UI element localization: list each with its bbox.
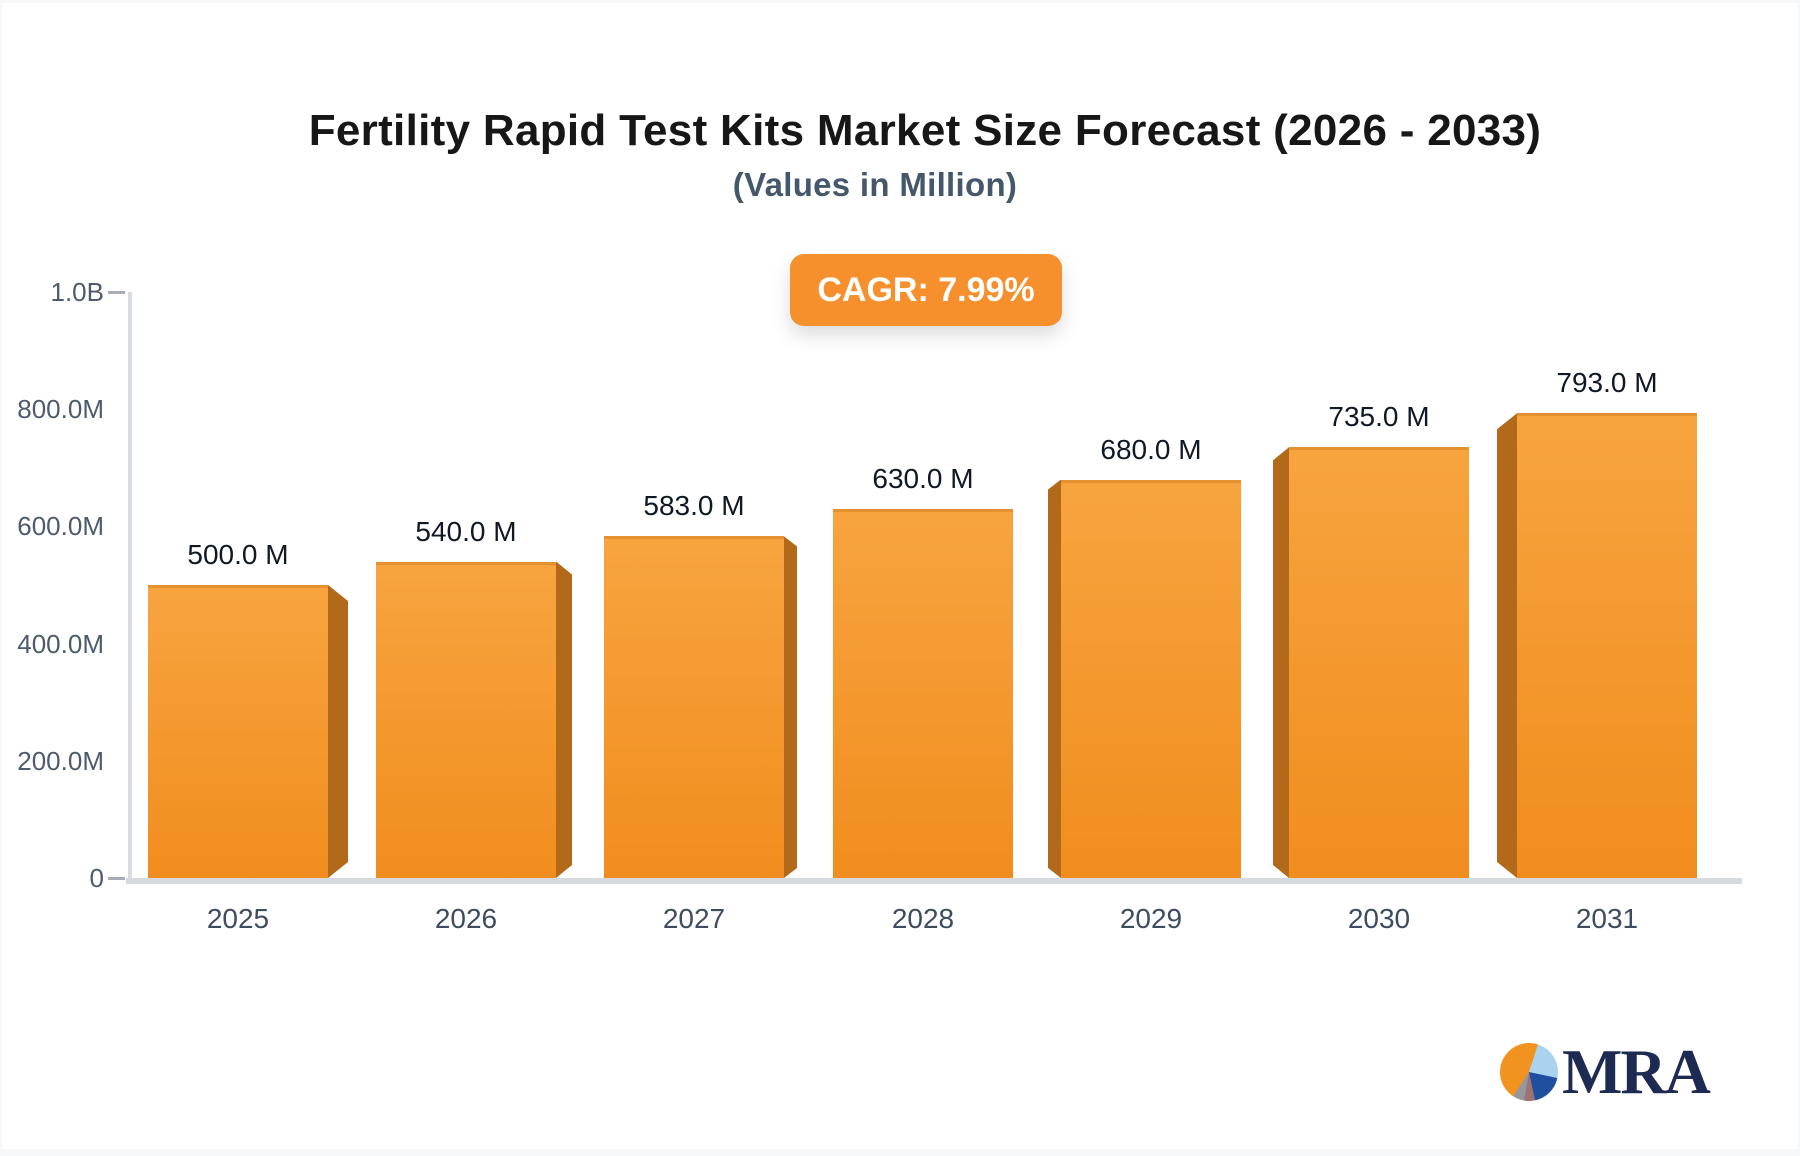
bar-value-label: 540.0 M — [415, 515, 517, 547]
bar-front-face[interactable] — [148, 585, 328, 878]
y-tick-label: 400.0M — [17, 628, 104, 659]
bar-value-label: 630.0 M — [872, 462, 974, 494]
bar-side-face — [1497, 413, 1517, 878]
x-axis-line — [126, 878, 1742, 884]
y-tick-label: 600.0M — [17, 511, 104, 542]
bar-front-face[interactable] — [1061, 479, 1241, 878]
bar-side-face — [1273, 447, 1289, 878]
y-axis-line — [128, 292, 132, 884]
y-tick-label: 800.0M — [17, 394, 104, 425]
x-tick-label: 2031 — [1575, 903, 1639, 934]
x-tick-label: 2025 — [206, 903, 270, 934]
bar-side-face — [1048, 480, 1061, 878]
bar-value-label: 500.0 M — [187, 539, 289, 570]
y-tick-mark — [108, 877, 125, 880]
x-tick-label: 2026 — [434, 903, 498, 934]
bar-value-label: 583.0 M — [643, 490, 745, 522]
bar-side-face — [328, 585, 348, 878]
chart-title: Fertility Rapid Test Kits Market Size Fo… — [308, 106, 1542, 155]
x-tick-label: 2030 — [1347, 903, 1411, 934]
x-tick-label: 2028 — [891, 903, 955, 934]
y-tick-mark — [108, 291, 125, 294]
bar-value-label: 735.0 M — [1328, 401, 1430, 433]
bar-front-face[interactable] — [1517, 413, 1697, 878]
bar-front-face[interactable] — [604, 536, 784, 878]
x-tick-label: 2029 — [1119, 903, 1183, 934]
bar-front-face[interactable] — [1289, 447, 1469, 878]
chart-subtitle: (Values in Million) — [732, 166, 1018, 203]
brand-logo: MRA — [1500, 1036, 1760, 1108]
logo-text: MRA — [1562, 1036, 1711, 1107]
y-tick-label: 1.0B — [50, 277, 105, 307]
y-tick-label: 200.0M — [17, 745, 104, 776]
cagr-badge: CAGR: 7.99% — [790, 254, 1062, 326]
bar-side-face — [784, 536, 797, 878]
bar-value-label: 793.0 M — [1556, 367, 1658, 399]
bar-front-face[interactable] — [376, 561, 556, 878]
bar-side-face — [556, 562, 572, 878]
pie-chart-icon — [1500, 1043, 1558, 1101]
y-tick-label: 0 — [89, 863, 104, 893]
x-tick-label: 2027 — [662, 903, 726, 934]
bar-front-face[interactable] — [833, 508, 1013, 878]
bar-value-label: 680.0 M — [1100, 433, 1202, 465]
